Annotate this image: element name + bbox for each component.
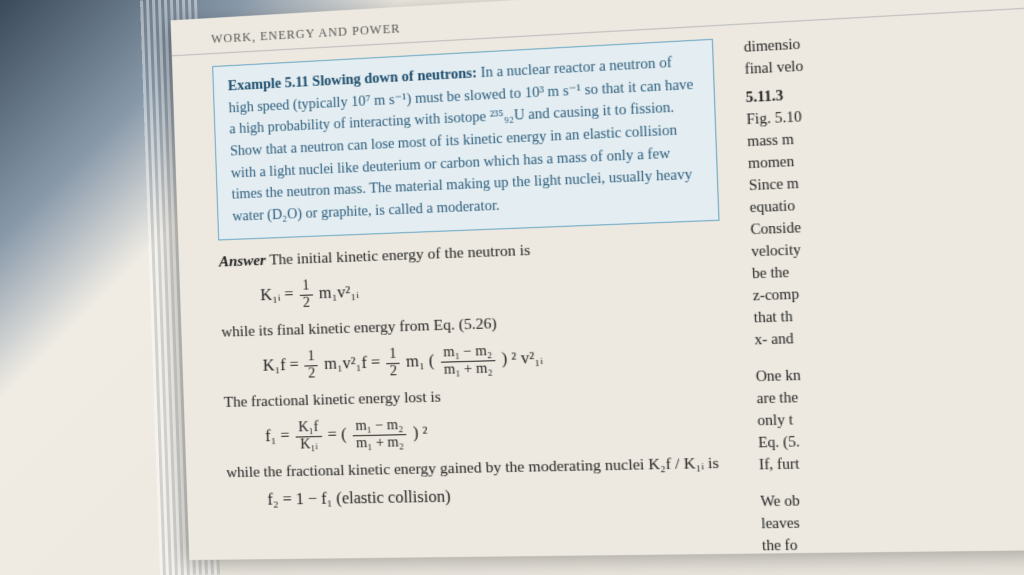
eq3-rparen: ) bbox=[413, 425, 419, 443]
eq1-lhs: K₁ᵢ = bbox=[260, 286, 294, 305]
line-3: The fractional kinetic energy lost is bbox=[224, 382, 726, 412]
left-column: Example 5.11 Slowing down of neutrons: I… bbox=[212, 38, 758, 560]
eq2-mid: m₁v²₁f = bbox=[324, 355, 381, 375]
eq2-lparen: ( bbox=[429, 353, 435, 372]
answer-text-1: The initial kinetic energy of the neutro… bbox=[266, 242, 531, 268]
equation-2: K₁f = 1 2 m₁v²₁f = 1 2 m₁ ( m₁ − m₂ m₁ +… bbox=[262, 337, 725, 384]
right-column: dimensio final velo 5.11.3 Fig. 5.10 mas… bbox=[735, 21, 1024, 560]
book-page: WORK, ENERGY AND POWER Example 5.11 Slow… bbox=[171, 0, 1024, 560]
eq3-eq: = bbox=[327, 427, 337, 445]
eq3-lparen: ( bbox=[341, 427, 347, 445]
example-box: Example 5.11 Slowing down of neutrons: I… bbox=[212, 39, 719, 240]
eq2-pden: m₁ + m₂ bbox=[441, 361, 496, 379]
eq2-paren-frac: m₁ − m₂ m₁ + m₂ bbox=[440, 344, 496, 379]
eq2-f1-num: 1 bbox=[304, 349, 318, 367]
eq3-f1: K₁f K₁ᵢ bbox=[295, 420, 322, 454]
rf-23: leaves bbox=[761, 509, 1024, 535]
eq2-tail: ² v²₁ᵢ bbox=[511, 350, 543, 369]
eq1-rhs: m₁v²₁ᵢ bbox=[319, 284, 360, 304]
equation-4: f₂ = 1 − f₁ (elastic collision) bbox=[267, 483, 730, 509]
line-2: while its final kinetic energy from Eq. … bbox=[221, 308, 723, 341]
eq3-pnum: m₁ − m₂ bbox=[352, 418, 407, 437]
eq1-num: 1 bbox=[299, 278, 313, 296]
eq4-text: f₂ = 1 − f₁ (elastic collision) bbox=[267, 488, 451, 509]
line-4: while the fractional kinetic energy gain… bbox=[226, 455, 729, 482]
equation-1: K₁ᵢ = 1 2 m₁v²₁ᵢ bbox=[260, 263, 723, 313]
eq3-f1-num: K₁f bbox=[295, 420, 322, 438]
eq3-paren-frac: m₁ − m₂ m₁ + m₂ bbox=[352, 418, 407, 453]
content-columns: Example 5.11 Slowing down of neutrons: I… bbox=[172, 20, 1024, 560]
eq2-f2: 1 2 bbox=[386, 346, 401, 380]
eq2-f2-den: 2 bbox=[386, 364, 400, 381]
eq2-f2-num: 1 bbox=[386, 346, 400, 364]
eq1-frac: 1 2 bbox=[299, 278, 313, 312]
answer-label: Answer bbox=[219, 253, 266, 271]
eq2-f1: 1 2 bbox=[304, 349, 318, 383]
equation-3: f₁ = K₁f K₁ᵢ = ( m₁ − m₂ m₁ + m₂ ) ² bbox=[265, 410, 728, 454]
eq3-lhs: f₁ = bbox=[265, 428, 290, 447]
eq3-f1-den: K₁ᵢ bbox=[297, 437, 321, 454]
eq2-f1-den: 2 bbox=[305, 366, 319, 383]
eq1-den: 2 bbox=[300, 295, 314, 312]
eq3-pden: m₁ + m₂ bbox=[353, 435, 408, 452]
eq2-rparen: ) bbox=[501, 351, 507, 370]
eq2-pnum: m₁ − m₂ bbox=[440, 344, 495, 363]
eq2-lhs: K₁f = bbox=[263, 357, 300, 376]
eq2-m1: m₁ bbox=[406, 353, 425, 372]
eq3-tail: ² bbox=[422, 425, 428, 443]
